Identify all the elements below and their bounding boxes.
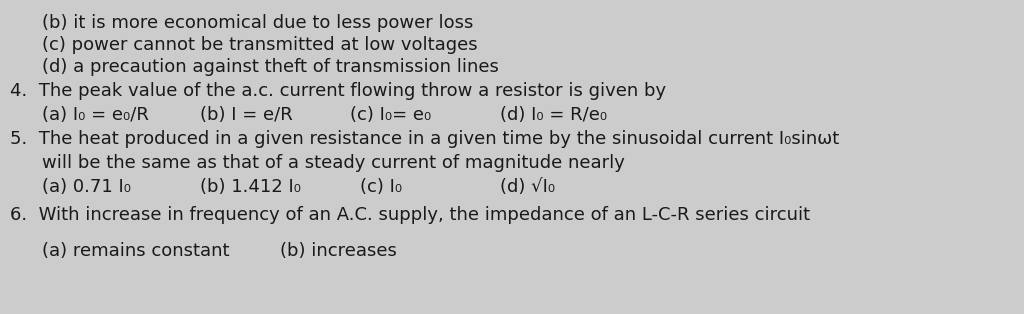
Text: (c) I₀: (c) I₀ bbox=[360, 178, 402, 196]
Text: (b) I = e/R: (b) I = e/R bbox=[200, 106, 293, 124]
Text: (b) it is more economical due to less power loss: (b) it is more economical due to less po… bbox=[42, 14, 473, 32]
Text: (b) 1.412 I₀: (b) 1.412 I₀ bbox=[200, 178, 301, 196]
Text: (c) power cannot be transmitted at low voltages: (c) power cannot be transmitted at low v… bbox=[42, 36, 477, 54]
Text: (a) I₀ = e₀/R: (a) I₀ = e₀/R bbox=[42, 106, 148, 124]
Text: (d) a precaution against theft of transmission lines: (d) a precaution against theft of transm… bbox=[42, 58, 499, 76]
Text: (a) remains constant: (a) remains constant bbox=[42, 242, 229, 260]
Text: (c) I₀= e₀: (c) I₀= e₀ bbox=[350, 106, 431, 124]
Text: 4.  The peak value of the a.c. current flowing throw a resistor is given by: 4. The peak value of the a.c. current fl… bbox=[10, 82, 667, 100]
Text: will be the same as that of a steady current of magnitude nearly: will be the same as that of a steady cur… bbox=[42, 154, 625, 172]
Text: (d) I₀ = R/e₀: (d) I₀ = R/e₀ bbox=[500, 106, 607, 124]
Text: (d) √I₀: (d) √I₀ bbox=[500, 178, 555, 196]
Text: 5.  The heat produced in a given resistance in a given time by the sinusoidal cu: 5. The heat produced in a given resistan… bbox=[10, 130, 840, 148]
Text: (b) increases: (b) increases bbox=[280, 242, 397, 260]
Text: (a) 0.71 I₀: (a) 0.71 I₀ bbox=[42, 178, 131, 196]
Text: 6.  With increase in frequency of an A.C. supply, the impedance of an L-C-R seri: 6. With increase in frequency of an A.C.… bbox=[10, 206, 810, 224]
